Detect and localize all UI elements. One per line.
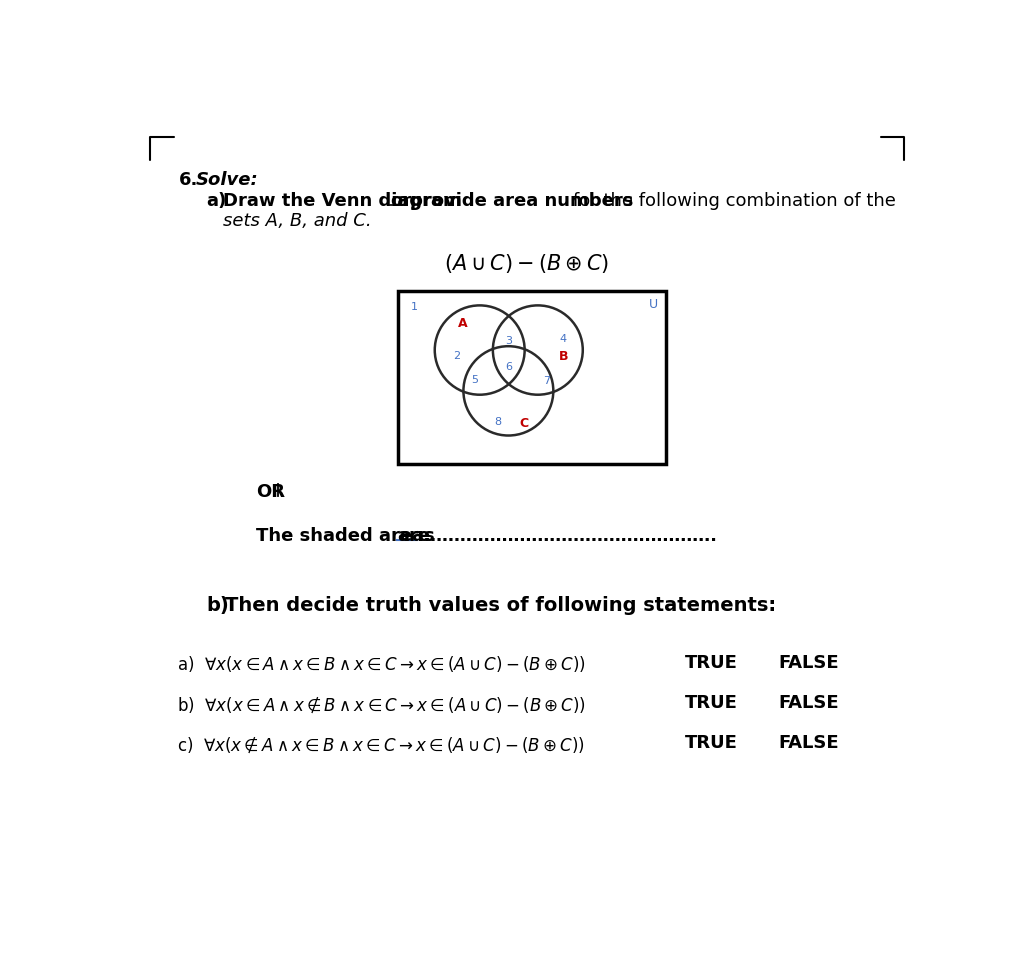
Text: B: B [559,349,568,363]
Text: 1: 1 [411,301,418,312]
Text: TRUE: TRUE [685,734,738,753]
Text: The shaded areas: The shaded areas [256,527,441,545]
Text: FALSE: FALSE [778,694,839,712]
Text: TRUE: TRUE [685,654,738,672]
Text: are: are [397,527,430,545]
Text: b)  $\forall x( x \in A \wedge x \notin B \wedge x \in C \rightarrow x \in (A \c: b) $\forall x( x \in A \wedge x \notin B… [177,694,587,715]
Text: for the following combination of the: for the following combination of the [573,192,896,210]
Text: Draw the Venn diagram: Draw the Venn diagram [223,192,462,210]
Text: or: or [390,192,411,210]
Text: Then decide truth values of following statements:: Then decide truth values of following st… [224,596,776,615]
Text: a): a) [206,192,226,210]
Text: OR: OR [256,483,285,501]
Text: TRUE: TRUE [685,694,738,712]
Text: 2: 2 [453,351,460,361]
Text: Solve:: Solve: [197,171,259,188]
Text: 3: 3 [505,336,512,346]
Text: c)  $\forall x( x \notin A \wedge x \in B \wedge x \in C \rightarrow x \in (A \c: c) $\forall x( x \notin A \wedge x \in B… [177,734,586,755]
Text: 7: 7 [543,376,551,386]
Text: A: A [458,317,467,329]
Text: b): b) [206,596,228,615]
Text: provide area numbers: provide area numbers [410,192,633,210]
Text: 6: 6 [505,362,512,372]
Text: 5: 5 [471,374,478,385]
Text: 6.: 6. [179,171,199,188]
Text: C: C [520,417,529,430]
Text: sets A, B, and C.: sets A, B, and C. [223,212,371,230]
Bar [398,291,666,464]
Text: 4: 4 [559,334,566,345]
Text: FALSE: FALSE [778,654,839,672]
Text: $(A \cup C) - (B \oplus C)$: $(A \cup C) - (B \oplus C)$ [445,252,609,276]
Text: 8: 8 [494,417,501,426]
Text: U: U [649,299,658,311]
Text: FALSE: FALSE [778,734,839,753]
Text: a)  $\forall x( x \in A \wedge x \in B \wedge x \in C \rightarrow x \in (A \cup : a) $\forall x( x \in A \wedge x \in B \w… [177,654,587,674]
Text: :………………………………………….: :…………………………………………. [417,527,717,545]
